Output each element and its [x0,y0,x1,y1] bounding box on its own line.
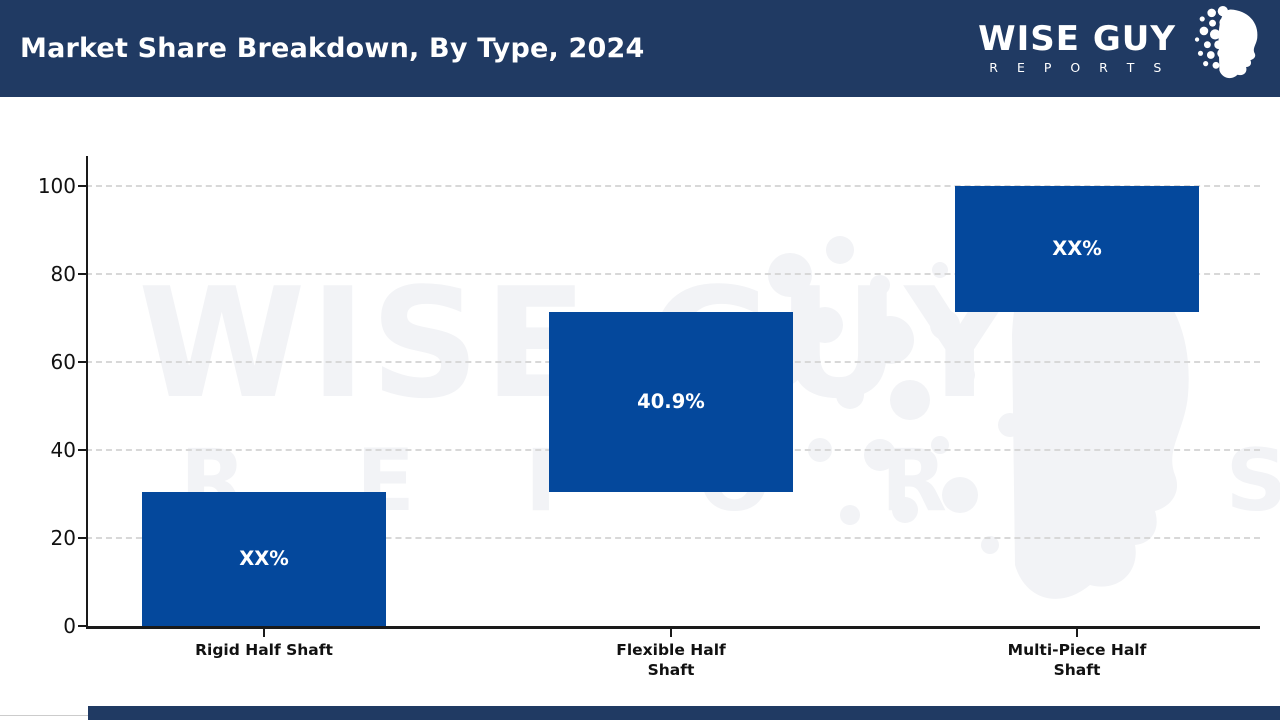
wise-guy-reports-logo: WISE GUY R E P O R T S [978,5,1266,92]
y-axis-line [86,156,88,628]
y-tick-60 [78,361,86,363]
x-tick-1 [263,629,265,637]
gridline-80 [86,273,1260,275]
x-axis-line [86,626,1260,629]
footer-bar [88,706,1280,720]
y-tick-label-80: 80 [50,262,76,286]
logo-text: WISE GUY R E P O R T S [978,22,1176,75]
y-tick-label-100: 100 [37,174,76,198]
page-title: Market Share Breakdown, By Type, 2024 [20,33,645,64]
x-tick-3 [1076,629,1078,637]
y-tick-label-0: 0 [63,614,76,638]
logo-reports-label: R E P O R T S [989,60,1169,75]
logo-dotted-head-icon [1194,5,1258,78]
y-tick-label-60: 60 [50,350,76,374]
x-tick-2 [670,629,672,637]
bar-1: XX% [142,491,386,626]
x-category-label-1: Rigid Half Shaft [195,641,333,659]
y-tick-label-20: 20 [50,526,76,550]
x-category-label-2: Flexible Half Shaft [616,641,726,680]
bar-value-label-1: XX% [239,547,289,571]
gridline-20 [86,537,1260,539]
bar-value-label-2: 40.9% [637,390,705,414]
y-tick-100 [78,185,86,187]
bar-3: XX% [955,186,1199,312]
x-category-label-3: Multi-Piece Half Shaft [1007,641,1147,680]
y-tick-40 [78,449,86,451]
header-banner: Market Share Breakdown, By Type, 2024 WI… [0,0,1280,97]
bar-value-label-3: XX% [1052,237,1102,261]
watermark-dotted-head-icon [768,236,1189,599]
gridline-100 [86,185,1260,187]
y-tick-80 [78,273,86,275]
y-tick-0 [78,625,86,627]
y-tick-20 [78,537,86,539]
logo-wiseguy-label: WISE GUY [978,19,1176,59]
y-tick-label-40: 40 [50,438,76,462]
bar-2: 40.9% [549,311,793,492]
